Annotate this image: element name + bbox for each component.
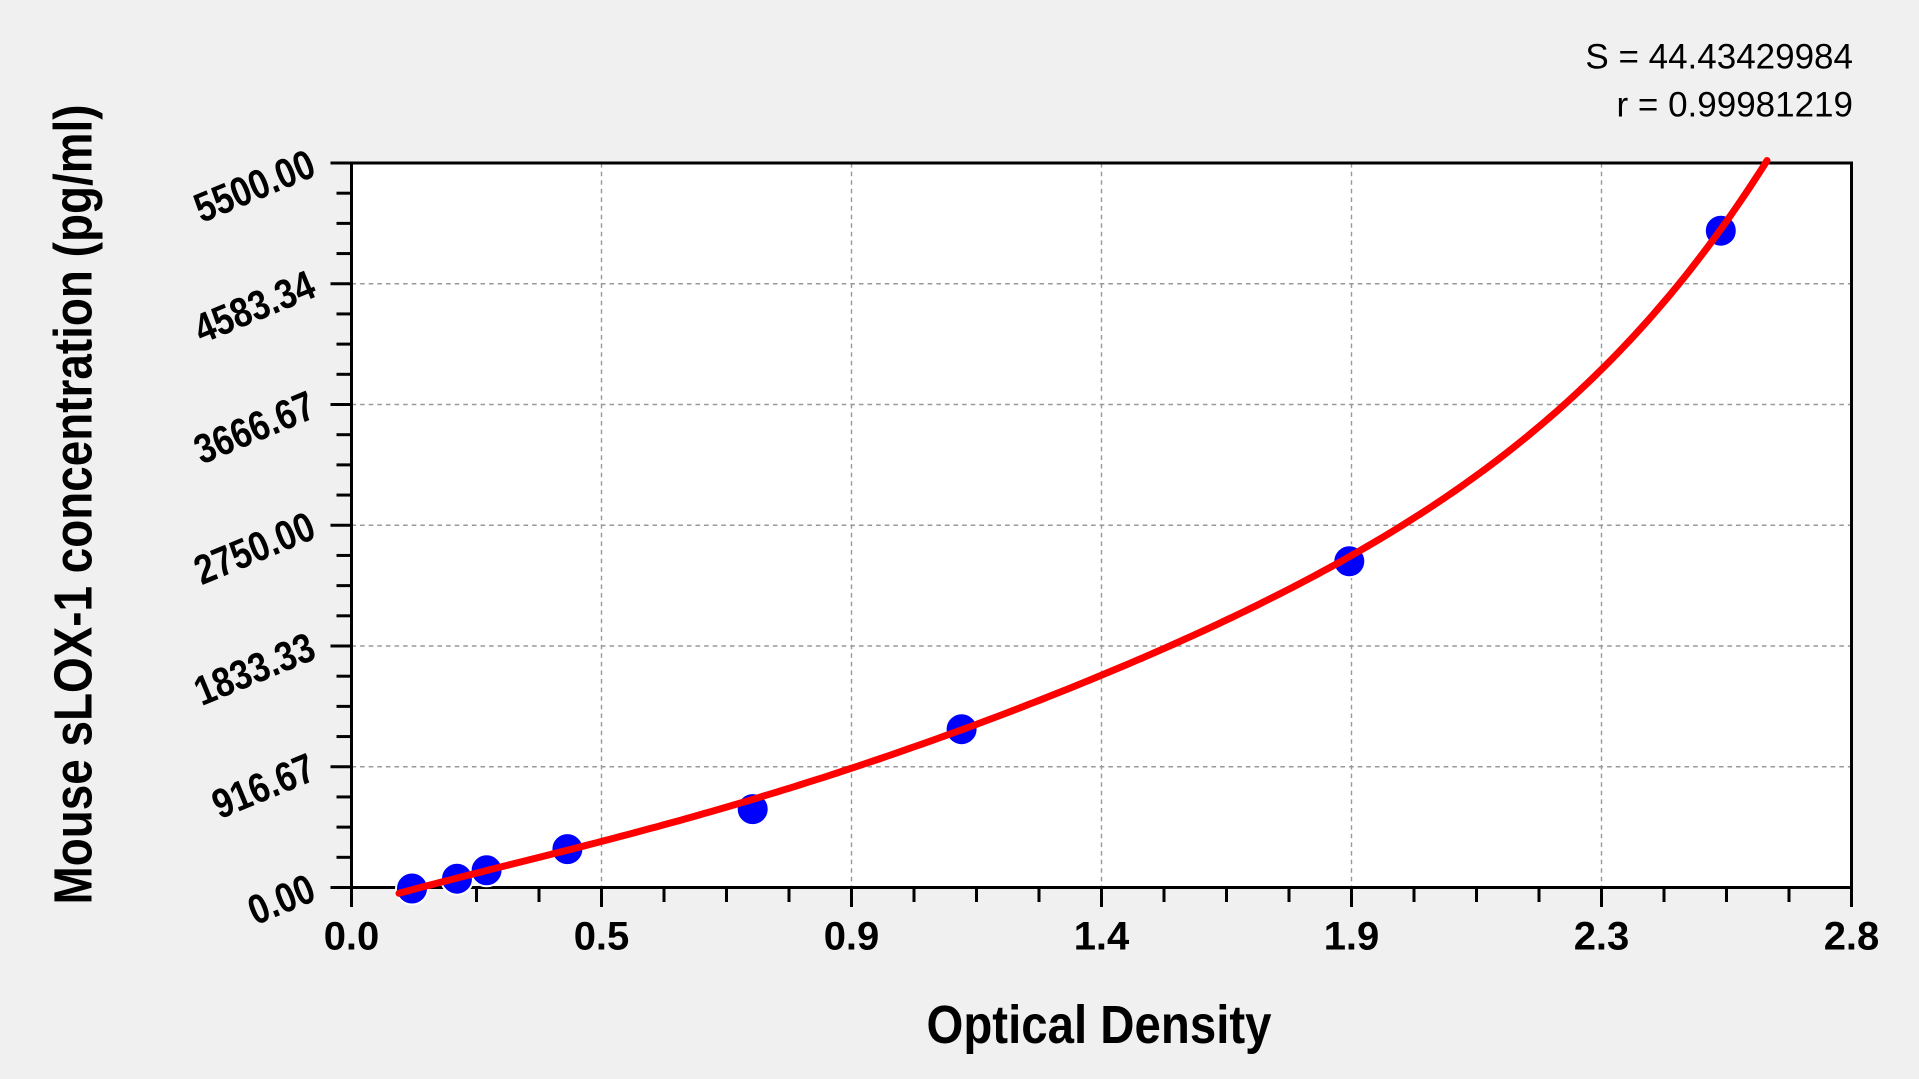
svg-text:0.9: 0.9 bbox=[824, 915, 880, 959]
svg-text:1.4: 1.4 bbox=[1074, 915, 1130, 959]
svg-text:1.9: 1.9 bbox=[1324, 915, 1380, 959]
svg-text:0.0: 0.0 bbox=[324, 915, 380, 959]
svg-text:r = 0.99981219: r = 0.99981219 bbox=[1617, 86, 1853, 125]
svg-text:Mouse sLOX-1 concentration (pg: Mouse sLOX-1 concentration (pg/ml) bbox=[44, 105, 104, 905]
svg-text:Optical Density: Optical Density bbox=[927, 995, 1272, 1055]
svg-text:0.5: 0.5 bbox=[574, 915, 630, 959]
svg-text:2.8: 2.8 bbox=[1824, 915, 1880, 959]
svg-text:S = 44.43429984: S = 44.43429984 bbox=[1585, 38, 1853, 77]
svg-text:2.3: 2.3 bbox=[1574, 915, 1630, 959]
